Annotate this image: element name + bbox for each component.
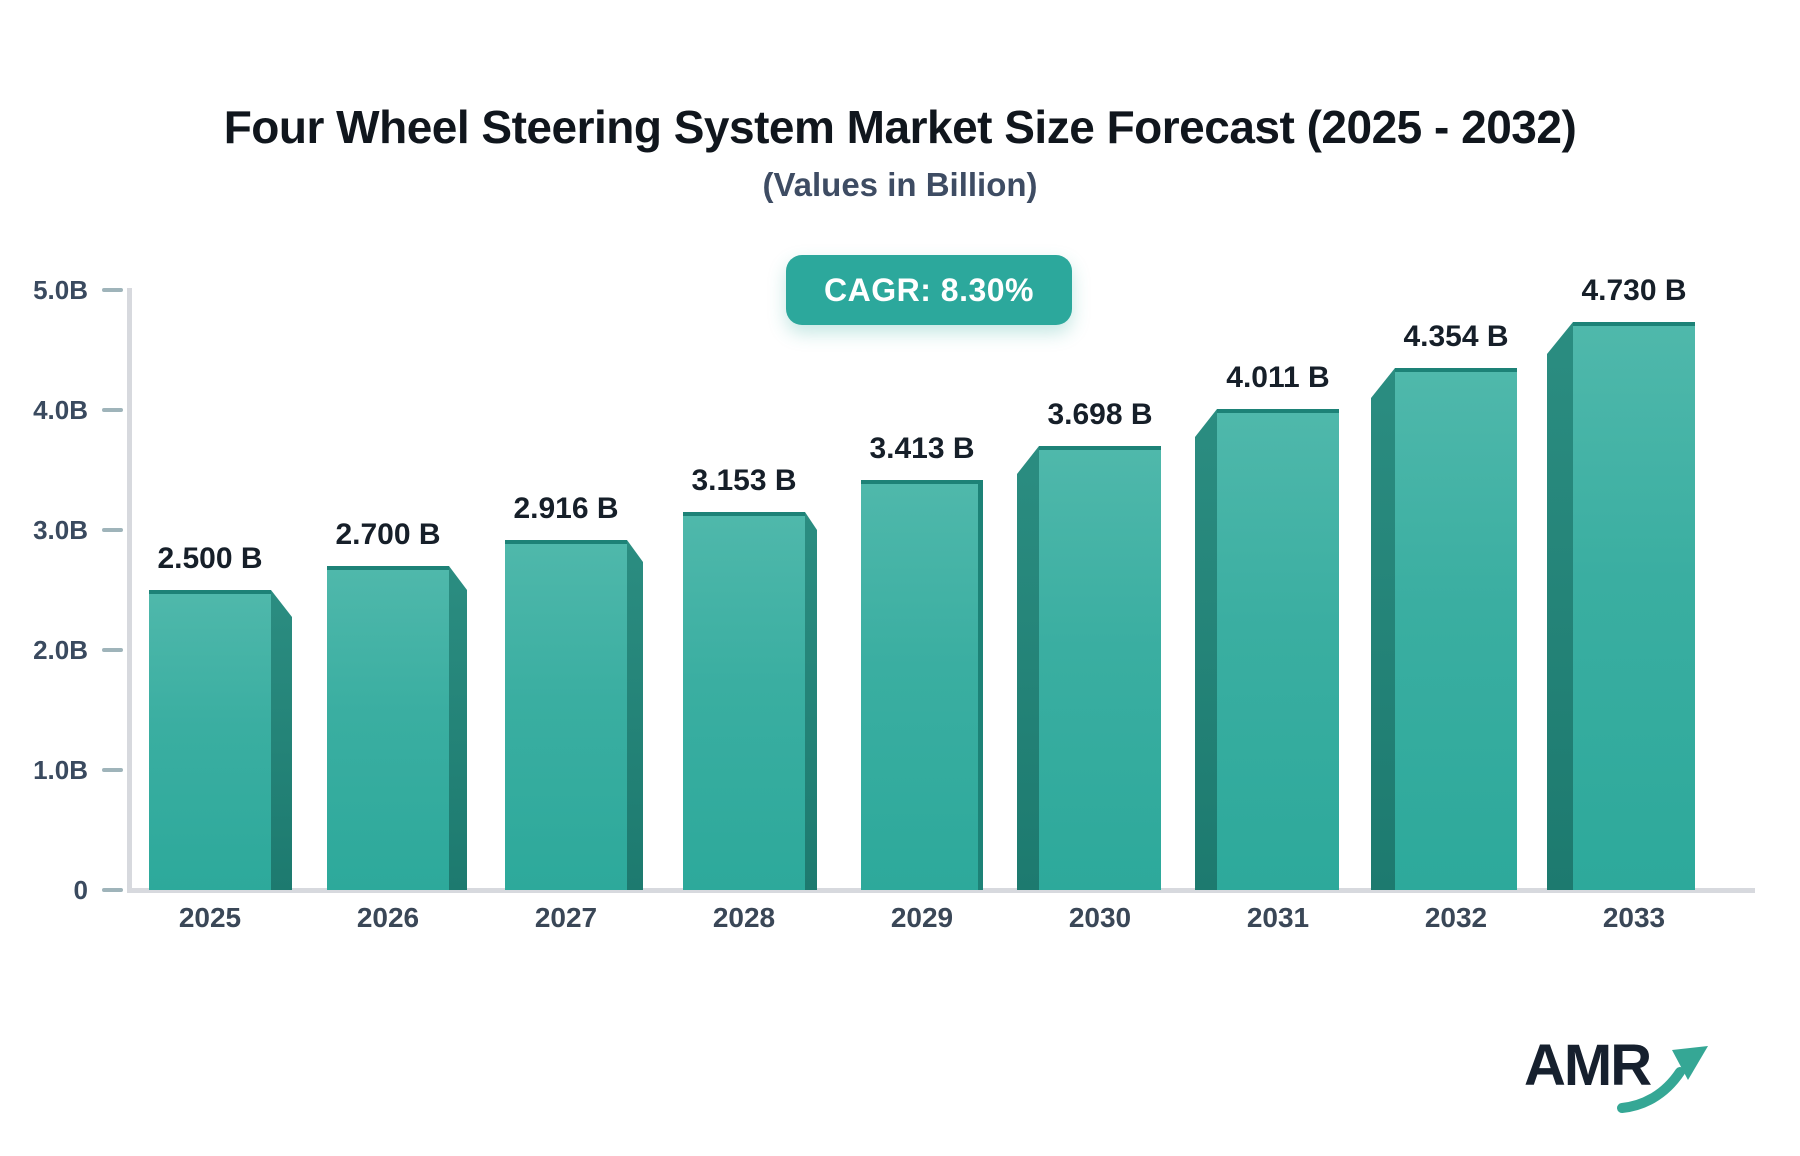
bar-face [505, 540, 627, 890]
bar-face [1039, 446, 1161, 890]
bar-2028[interactable] [683, 512, 817, 890]
y-tick-label: 1.0B [33, 755, 88, 785]
x-axis-label-2033: 2033 [1602, 902, 1666, 933]
y-tick-mark [102, 528, 123, 532]
bar-2026[interactable] [327, 566, 467, 890]
growth-arrow-icon [1617, 1046, 1708, 1113]
x-axis-label-2029: 2029 [890, 902, 954, 933]
bar-face [1395, 368, 1517, 890]
bar-2031[interactable] [1195, 409, 1339, 890]
bar-value-label: 3.698 B [1047, 398, 1153, 431]
bar-side-face [271, 590, 292, 890]
y-tick-mark [102, 888, 123, 892]
bar-value-label: 4.011 B [1226, 361, 1330, 394]
bar-2032[interactable] [1371, 368, 1517, 890]
x-axis-label-2026: 2026 [356, 902, 420, 933]
x-axis-label-2025: 2025 [178, 902, 242, 933]
bar-2029[interactable] [861, 480, 983, 890]
y-tick-mark [102, 648, 123, 652]
bar-side-face [1195, 409, 1217, 890]
y-tick-label: 4.0B [33, 395, 88, 425]
y-tick-label: 2.0B [33, 635, 88, 665]
bar-value-label: 2.916 B [513, 492, 619, 525]
bar-side-face [805, 512, 817, 890]
x-axis-label-2028: 2028 [712, 902, 776, 933]
x-axis-label-2027: 2027 [534, 902, 598, 933]
chart-subtitle: (Values in Billion) [762, 166, 1038, 203]
y-tick-label: 5.0B [33, 275, 88, 305]
bar-face [683, 512, 805, 890]
bar-2030[interactable] [1017, 446, 1161, 890]
bar-value-label: 2.500 B [157, 542, 263, 575]
x-axis-label-2031: 2031 [1246, 902, 1310, 933]
bar-2033[interactable] [1547, 322, 1695, 890]
y-tick-label: 3.0B [33, 515, 88, 545]
bar-side-face [1547, 322, 1573, 890]
x-axis-label-2032: 2032 [1424, 902, 1488, 933]
y-tick-mark [102, 288, 123, 292]
bar-value-label: 3.153 B [691, 464, 797, 497]
y-axis-line [127, 288, 132, 890]
x-axis-label-2030: 2030 [1068, 902, 1132, 933]
bar-side-face [1017, 446, 1039, 890]
bar-face [861, 480, 983, 890]
chart-title: Four Wheel Steering System Market Size F… [223, 101, 1577, 153]
bar-side-face [627, 540, 643, 890]
y-tick-mark [102, 768, 123, 772]
bar-face [1573, 322, 1695, 890]
bar-2025[interactable] [149, 590, 292, 890]
x-axis-line [127, 888, 1755, 893]
bar-value-label: 4.354 B [1403, 320, 1509, 353]
bar-face [327, 566, 449, 890]
bar-2027[interactable] [505, 540, 643, 890]
y-tick-mark [102, 408, 123, 412]
brand-logo: AMR [1524, 1030, 1724, 1126]
bar-value-label: 3.413 B [869, 432, 975, 465]
bar-side-face [449, 566, 467, 890]
bar-side-face [1371, 368, 1395, 890]
bar-value-label: 2.700 B [335, 518, 441, 551]
brand-logo-text: AMR [1524, 1033, 1652, 1098]
bar-value-label: 4.730 B [1581, 274, 1687, 307]
bar-face [1217, 409, 1339, 890]
cagr-badge: CAGR: 8.30% [786, 255, 1072, 325]
y-tick-label: 0 [73, 875, 88, 905]
bar-face [149, 590, 271, 890]
